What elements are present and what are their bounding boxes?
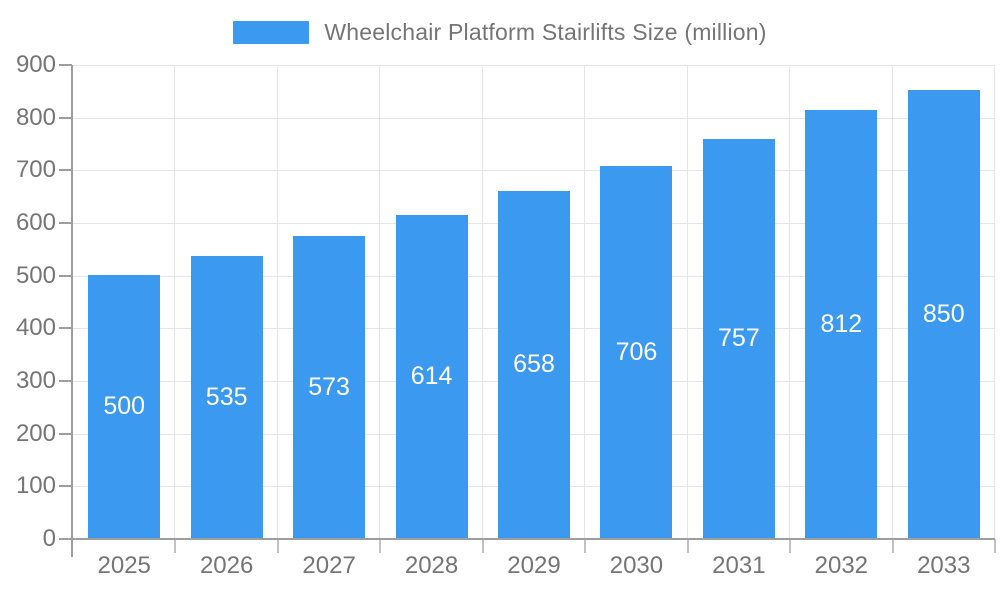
y-tick-label: 400 <box>15 314 56 342</box>
y-tick-label: 100 <box>15 472 56 500</box>
bar[interactable]: 535 <box>190 256 263 538</box>
h-gridline <box>73 170 995 172</box>
bar[interactable]: 573 <box>293 236 366 538</box>
bar[interactable]: 812 <box>805 110 878 538</box>
bar[interactable]: 757 <box>702 139 775 538</box>
v-gridline <box>276 65 278 539</box>
v-gridline <box>789 65 791 539</box>
x-tick-label: 2033 <box>917 552 971 579</box>
y-tick-mark <box>59 274 72 277</box>
x-tick-label: 2030 <box>609 552 664 579</box>
x-tick-mark <box>584 539 587 553</box>
legend[interactable]: Wheelchair Platform Stairlifts Size (mil… <box>0 19 1000 46</box>
y-tick-mark <box>59 380 72 382</box>
bar[interactable]: 614 <box>395 214 468 538</box>
y-axis-line <box>71 65 73 557</box>
x-tick-mark <box>276 539 279 553</box>
x-tick-label: 2032 <box>814 552 869 579</box>
y-tick-label: 200 <box>15 419 56 447</box>
legend-label: Wheelchair Platform Stairlifts Size (mil… <box>324 19 767 45</box>
bar[interactable]: 850 <box>907 90 980 538</box>
v-gridline <box>174 65 176 539</box>
y-tick-label: 500 <box>15 261 56 289</box>
y-tick-label: 800 <box>15 103 56 131</box>
y-tick-label: 700 <box>15 156 56 184</box>
x-tick-label: 2031 <box>712 552 766 579</box>
x-tick-mark <box>994 539 996 553</box>
bar-value-label: 535 <box>205 382 248 411</box>
y-tick-mark <box>59 327 72 330</box>
x-tick-label: 2027 <box>302 552 356 579</box>
y-tick-mark <box>59 538 72 540</box>
x-tick-mark <box>891 539 894 553</box>
bar-value-label: 500 <box>103 391 146 420</box>
y-tick-mark <box>59 485 72 488</box>
y-tick-mark <box>59 116 72 119</box>
bar-value-label: 850 <box>922 299 965 328</box>
v-gridline <box>584 65 586 539</box>
v-gridline <box>994 65 995 539</box>
bar[interactable]: 706 <box>600 166 673 538</box>
bar[interactable]: 500 <box>88 274 161 538</box>
bar-value-label: 812 <box>820 309 863 338</box>
x-tick-mark <box>789 539 792 553</box>
x-tick-label: 2025 <box>97 552 151 579</box>
bar-value-label: 757 <box>718 324 760 353</box>
v-gridline <box>379 65 381 539</box>
v-gridline <box>686 65 688 539</box>
x-tick-label: 2029 <box>507 552 561 579</box>
v-gridline <box>481 65 483 539</box>
x-tick-mark <box>174 539 177 553</box>
x-tick-label: 2028 <box>404 552 459 579</box>
x-tick-mark <box>686 539 689 553</box>
bar-value-label: 614 <box>410 361 453 390</box>
y-tick-mark <box>59 64 72 66</box>
y-tick-label: 600 <box>15 209 56 236</box>
bar-value-label: 706 <box>615 337 658 366</box>
bar-value-label: 573 <box>308 372 350 401</box>
x-tick-mark <box>379 539 382 553</box>
x-tick-mark <box>481 539 484 553</box>
h-gridline <box>73 65 995 66</box>
legend-swatch-icon <box>233 21 310 44</box>
y-tick-label: 900 <box>15 51 56 78</box>
bar[interactable]: 658 <box>498 191 570 538</box>
y-tick-mark <box>59 169 72 172</box>
x-axis-line <box>71 538 995 540</box>
y-tick-mark <box>59 432 72 435</box>
v-gridline <box>891 65 893 539</box>
y-tick-label: 0 <box>42 525 56 552</box>
x-tick-label: 2026 <box>199 552 254 579</box>
bar-value-label: 658 <box>513 350 555 379</box>
y-tick-label: 300 <box>15 367 56 394</box>
y-tick-mark <box>59 222 72 224</box>
h-gridline <box>73 117 995 119</box>
